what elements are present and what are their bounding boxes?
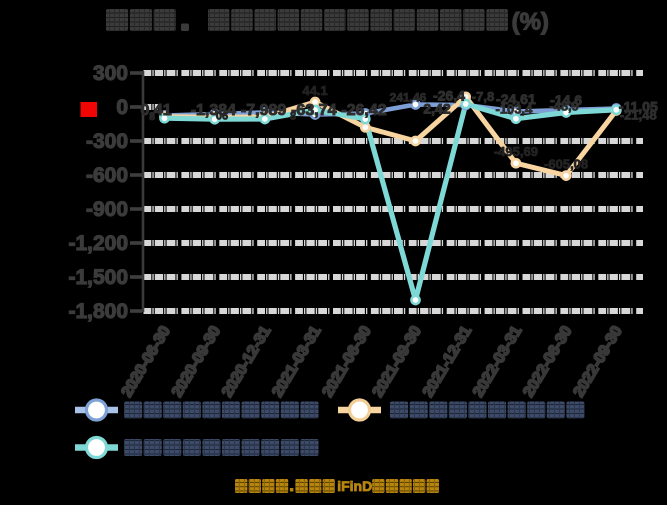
svg-text:0,41: 0,41 xyxy=(141,102,172,119)
svg-text:241,46: 241,46 xyxy=(390,91,427,105)
svg-text:-63,74: -63,74 xyxy=(291,102,336,119)
svg-text:-48,9: -48,9 xyxy=(549,99,579,114)
svg-text:44.1: 44.1 xyxy=(302,83,327,98)
svg-text:-1,800: -1,800 xyxy=(68,300,128,323)
svg-text:-1,384: -1,384 xyxy=(191,102,236,119)
svg-text:2,42: 2,42 xyxy=(423,101,450,117)
svg-text:-21,48: -21,48 xyxy=(620,107,657,122)
svg-text:-600: -600 xyxy=(86,164,128,187)
svg-text:-103,4: -103,4 xyxy=(495,102,533,117)
svg-text:-14,6: -14,6 xyxy=(550,92,582,108)
svg-text:-7,989: -7,989 xyxy=(241,102,286,119)
svg-text:-7,8: -7,8 xyxy=(472,89,494,104)
svg-text:-605,08: -605,08 xyxy=(544,157,588,172)
svg-text:(%): (%) xyxy=(512,9,549,36)
svg-text:-300: -300 xyxy=(86,130,128,153)
svg-text:iFinD: iFinD xyxy=(337,478,372,494)
svg-text:-1,200: -1,200 xyxy=(68,232,128,255)
svg-text:8: 8 xyxy=(149,111,155,123)
svg-text:-495,69: -495,69 xyxy=(494,144,538,159)
svg-text:-26,42: -26,42 xyxy=(341,102,386,119)
svg-text:-24,61: -24,61 xyxy=(496,91,536,107)
svg-text:06: 06 xyxy=(216,111,228,123)
svg-text:8: 8 xyxy=(290,111,296,123)
svg-text:0: 0 xyxy=(116,96,128,119)
svg-text:-26,4: -26,4 xyxy=(433,88,465,104)
svg-text:-11,05: -11,05 xyxy=(619,99,658,115)
svg-text:300: 300 xyxy=(93,62,128,85)
svg-text:-1,500: -1,500 xyxy=(68,266,128,289)
svg-text:-900: -900 xyxy=(86,198,128,221)
